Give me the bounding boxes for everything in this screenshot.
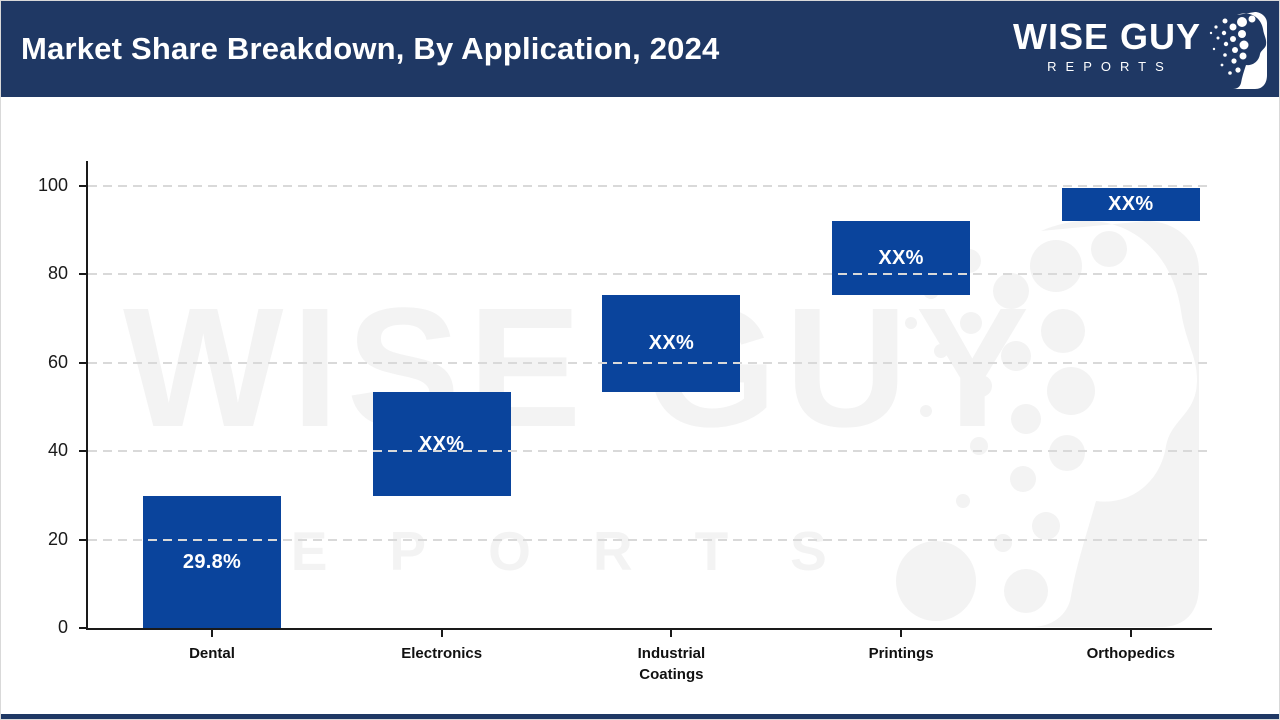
x-axis-tick bbox=[670, 630, 673, 637]
bar-orthopedics: XX% bbox=[1061, 188, 1200, 222]
bar-value-label: XX% bbox=[419, 432, 465, 455]
x-axis-label: Dental bbox=[189, 645, 235, 662]
x-axis-tick bbox=[1129, 630, 1132, 637]
logo-wordmark: WISE GUY bbox=[1012, 16, 1201, 57]
y-axis-tick-label: 60 bbox=[47, 351, 68, 372]
watermark-subtitle: REPORTS bbox=[189, 520, 889, 582]
y-axis-tick bbox=[79, 538, 86, 541]
bar-industrial-coatings: XX% bbox=[602, 294, 741, 392]
bar-value-label: 29.8% bbox=[182, 550, 242, 573]
y-axis-tick bbox=[79, 273, 86, 276]
bar-dental: 29.8% bbox=[143, 496, 281, 628]
gridline bbox=[88, 361, 1211, 364]
y-axis-tick-label: 100 bbox=[37, 175, 68, 195]
wise-guy-logo: WISE GUY REPORTS bbox=[1013, 7, 1271, 91]
x-axis-tick bbox=[211, 630, 213, 637]
bar-electronics: XX% bbox=[372, 391, 511, 497]
x-axis-label: Printings bbox=[868, 645, 934, 662]
logo-subtitle: REPORTS bbox=[1047, 59, 1173, 74]
watermark-wordmark: WISE GUY bbox=[123, 273, 1038, 463]
x-axis-tick bbox=[900, 630, 903, 637]
gridline bbox=[88, 273, 1211, 276]
bar-value-label: XX% bbox=[1108, 193, 1154, 216]
gridline bbox=[88, 538, 1211, 541]
logo-text: WISE GUY REPORTS bbox=[1012, 16, 1201, 75]
x-axis-label: Orthopedics bbox=[1086, 645, 1175, 662]
x-axis-label: Electronics bbox=[401, 645, 483, 662]
y-axis-tick bbox=[79, 450, 86, 453]
x-axis-label: Industrial Coatings bbox=[637, 645, 706, 683]
x-axis-line bbox=[86, 628, 1212, 630]
y-axis-tick bbox=[79, 185, 86, 187]
y-axis-tick bbox=[79, 361, 86, 364]
gridline bbox=[88, 450, 1211, 453]
x-axis-tick bbox=[440, 630, 443, 637]
chart-plot-area: 29.8% Dental XX% Electronics XX% Industrial C… bbox=[1, 97, 1279, 715]
y-axis-tick-label: 40 bbox=[47, 440, 68, 461]
y-axis-tick-label: 20 bbox=[47, 528, 68, 549]
page-title: Market Share Breakdown, By Application, … bbox=[21, 31, 720, 66]
y-axis-tick-label: 80 bbox=[47, 263, 68, 284]
header-bar: Market Share Breakdown, By Application, … bbox=[1, 1, 1279, 97]
watermark-face-icon bbox=[896, 220, 1199, 627]
footer-bar bbox=[1, 714, 1279, 719]
y-axis-tick-label: 0 bbox=[57, 617, 68, 637]
logo-face-icon bbox=[1209, 12, 1267, 89]
bar-value-label: XX% bbox=[878, 246, 924, 269]
y-axis-line bbox=[86, 161, 88, 628]
bar-printings: XX% bbox=[832, 221, 971, 295]
gridline bbox=[88, 185, 1211, 187]
y-axis-tick bbox=[79, 627, 86, 629]
bar-value-label: XX% bbox=[648, 331, 695, 354]
